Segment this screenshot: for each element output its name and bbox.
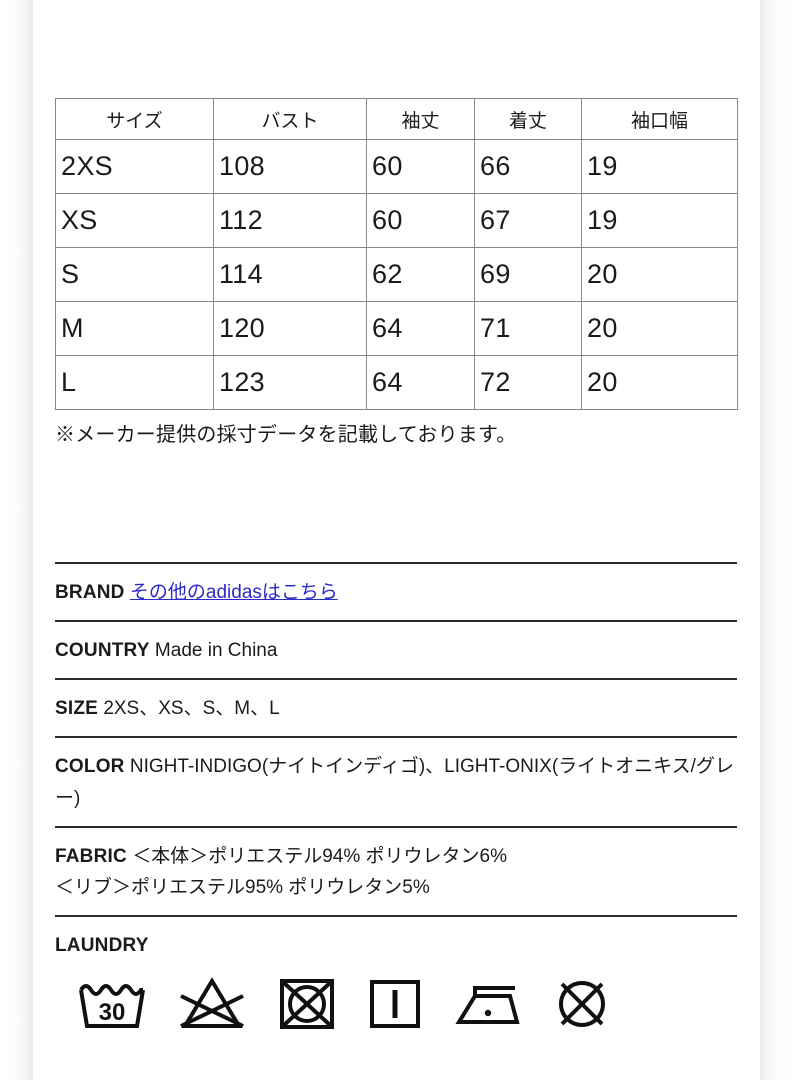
cell-cuff: 20	[581, 247, 738, 302]
cell-bust: 112	[213, 193, 367, 248]
size-table-note: ※メーカー提供の採寸データを記載しております。	[55, 424, 517, 446]
cell-size: L	[55, 355, 214, 410]
spec-value-fabric-rib: ＜リブ＞ポリエステル95% ポリウレタン5%	[55, 877, 430, 899]
spec-list: BRAND その他のadidasはこちら COUNTRY Made in Chi…	[55, 562, 737, 1038]
cell-size: S	[55, 247, 214, 302]
page-content: サイズ バスト 袖丈 着丈 袖口幅 2XS 108 60 66 19	[33, 0, 760, 1080]
spec-row-laundry: LAUNDRY 30	[55, 915, 737, 1038]
cell-cuff: 20	[581, 301, 738, 356]
spec-value-fabric-body: ＜本体＞ポリエステル94% ポリウレタン6%	[132, 845, 507, 867]
cell-bust: 120	[213, 301, 367, 356]
cell-bust: 108	[213, 139, 367, 194]
drip-dry-in-shade-icon	[367, 976, 423, 1032]
cell-sleeve: 60	[366, 193, 475, 248]
cell-size: XS	[55, 193, 214, 248]
table-row: M 120 64 71 20	[55, 301, 738, 356]
cell-bust: 123	[213, 355, 367, 410]
wash-temperature-label: 30	[99, 999, 126, 1026]
table-header-row: サイズ バスト 袖丈 着丈 袖口幅	[55, 98, 738, 140]
cell-cuff: 20	[581, 355, 738, 410]
cell-length: 72	[474, 355, 582, 410]
spec-row-country: COUNTRY Made in China	[55, 619, 737, 678]
cell-bust: 114	[213, 247, 367, 302]
table-row: 2XS 108 60 66 19	[55, 139, 738, 194]
cell-cuff: 19	[581, 139, 738, 194]
column-header-sleeve: 袖丈	[366, 98, 475, 140]
column-header-length: 着丈	[474, 98, 582, 140]
cell-cuff: 19	[581, 193, 738, 248]
laundry-symbol-row: 30	[55, 962, 737, 1032]
spec-row-size: SIZE 2XS、XS、S、M、L	[55, 677, 737, 736]
do-not-bleach-icon	[177, 976, 247, 1032]
cell-sleeve: 64	[366, 355, 475, 410]
table-row: L 123 64 72 20	[55, 355, 738, 410]
cell-length: 67	[474, 193, 582, 248]
size-chart-table: サイズ バスト 袖丈 着丈 袖口幅 2XS 108 60 66 19	[55, 98, 738, 410]
page-gutter-right	[760, 0, 793, 1080]
spec-label-color: COLOR	[55, 755, 125, 777]
cell-size: 2XS	[55, 139, 214, 194]
iron-low-heat-icon	[453, 976, 523, 1032]
page-gutter-left	[0, 0, 33, 1080]
spec-row-fabric: FABRIC ＜本体＞ポリエステル94% ポリウレタン6% ＜リブ＞ポリエステル…	[55, 825, 737, 916]
column-header-cuff: 袖口幅	[581, 98, 738, 140]
cell-sleeve: 64	[366, 301, 475, 356]
cell-length: 71	[474, 301, 582, 356]
wash-tub-30-icon: 30	[77, 976, 147, 1032]
size-table-section: サイズ バスト 袖丈 着丈 袖口幅 2XS 108 60 66 19	[55, 98, 738, 410]
spec-row-color: COLOR NIGHT-INDIGO(ナイトインディゴ)、LIGHT-ONIX(…	[55, 735, 737, 826]
cell-sleeve: 60	[366, 139, 475, 194]
column-header-size: サイズ	[55, 98, 214, 140]
do-not-tumble-dry-icon	[277, 976, 337, 1032]
cell-length: 66	[474, 139, 582, 194]
spec-value-size: 2XS、XS、S、M、L	[103, 697, 280, 719]
cell-length: 69	[474, 247, 582, 302]
do-not-dry-clean-icon	[553, 976, 611, 1032]
cell-sleeve: 62	[366, 247, 475, 302]
table-row: XS 112 60 67 19	[55, 193, 738, 248]
spec-label-brand: BRAND	[55, 582, 125, 603]
cell-size: M	[55, 301, 214, 356]
spec-row-brand: BRAND その他のadidasはこちら	[55, 562, 737, 620]
spec-value-color: NIGHT-INDIGO(ナイトインディゴ)、LIGHT-ONIX(ライトオニキ…	[55, 755, 734, 809]
column-header-bust: バスト	[213, 98, 367, 140]
spec-label-size: SIZE	[55, 697, 99, 719]
spec-label-laundry: LAUNDRY	[55, 935, 149, 957]
spec-value-country: Made in China	[154, 639, 278, 661]
table-row: S 114 62 69 20	[55, 247, 738, 302]
spec-label-country: COUNTRY	[55, 639, 150, 661]
brand-more-link[interactable]: その他のadidasはこちら	[129, 582, 338, 603]
spec-label-fabric: FABRIC	[55, 845, 127, 867]
